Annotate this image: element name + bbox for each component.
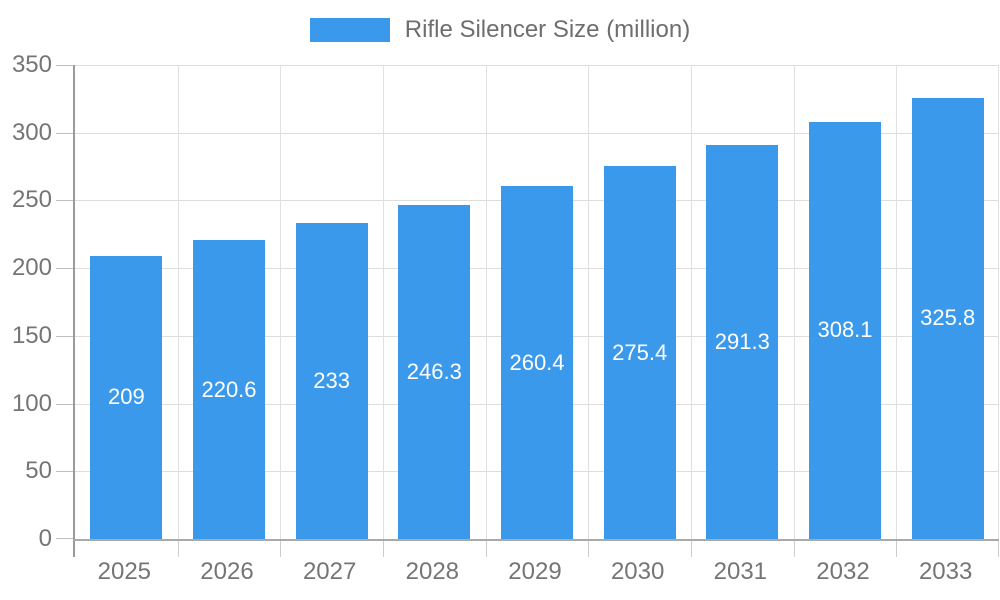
gridline-v — [588, 65, 589, 539]
legend-swatch-icon — [309, 18, 390, 42]
gridline-v — [691, 65, 692, 539]
y-axis-label: 250 — [11, 186, 52, 214]
gridline-h — [75, 132, 999, 134]
x-axis-label: 2025 — [97, 558, 152, 585]
bar-value-label: 220.6 — [201, 376, 257, 402]
y-axis-label: 350 — [11, 51, 52, 78]
y-axis-tick — [56, 132, 73, 134]
bar-2033[interactable]: 325.8 — [911, 97, 984, 539]
x-axis-label: 2032 — [816, 558, 870, 585]
x-axis-tick — [178, 541, 179, 557]
x-axis-tick — [588, 541, 589, 557]
bar-2031[interactable]: 291.3 — [706, 144, 779, 539]
bar-2025[interactable]: 209 — [90, 255, 163, 539]
gridline-h — [75, 65, 999, 66]
bar-2029[interactable]: 260.4 — [501, 186, 573, 539]
bar-value-label: 275.4 — [612, 339, 668, 365]
x-axis-tick — [383, 541, 384, 557]
y-axis-label: 0 — [38, 525, 52, 552]
bar-value-label: 246.3 — [406, 359, 462, 385]
x-axis-label: 2027 — [302, 558, 357, 585]
bar-value-label: 291.3 — [714, 328, 770, 354]
bar-value-label: 260.4 — [509, 349, 565, 375]
x-axis-label: 2030 — [610, 558, 665, 585]
x-axis-tick — [691, 541, 692, 557]
gridline-v — [486, 65, 487, 539]
bar-2027[interactable]: 233 — [295, 223, 368, 539]
x-axis-tick — [486, 541, 487, 557]
legend: Rifle Silencer Size (million) — [0, 16, 1000, 44]
y-axis-tick — [56, 268, 73, 270]
y-axis-label: 300 — [11, 118, 52, 146]
y-axis-tick — [56, 471, 73, 473]
legend-item[interactable]: Rifle Silencer Size (million) — [309, 16, 691, 44]
y-axis-stub — [73, 541, 75, 557]
x-axis-label: 2029 — [508, 558, 562, 585]
x-axis-label: 2031 — [713, 558, 768, 585]
y-axis-label: 50 — [25, 457, 52, 485]
gridline-v — [178, 65, 179, 539]
y-axis-tick — [56, 200, 73, 202]
y-axis-label: 200 — [11, 254, 52, 282]
gridline-v — [896, 65, 897, 539]
x-axis-label: 2033 — [918, 558, 973, 585]
y-axis-tick — [56, 403, 73, 405]
bar-2030[interactable]: 275.4 — [603, 166, 676, 539]
y-axis-label: 150 — [11, 321, 52, 349]
x-axis-tick — [998, 541, 999, 557]
bar-2026[interactable]: 220.6 — [193, 240, 265, 539]
gridline-v — [280, 65, 281, 539]
x-axis-tick — [280, 541, 281, 557]
bar-2032[interactable]: 308.1 — [809, 121, 881, 539]
gridline-v — [383, 65, 384, 539]
x-axis-tick — [896, 541, 897, 557]
y-axis-tick — [56, 335, 73, 337]
plot-area: 209 220.6 233 246.3 260.4 275.4 291.3 308.1 325.… — [56, 65, 999, 557]
gridline-v — [794, 65, 795, 539]
y-axis-tick — [56, 65, 73, 66]
x-axis-tick — [794, 541, 795, 557]
x-axis-label: 2028 — [405, 558, 460, 585]
y-axis-tick — [56, 538, 73, 539]
y-axis-label: 100 — [11, 389, 52, 417]
bar-value-label: 209 — [107, 384, 145, 410]
x-axis-label: 2026 — [200, 558, 254, 585]
bar-value-label: 233 — [313, 368, 351, 394]
bar-value-label: 308.1 — [817, 317, 873, 343]
legend-label: Rifle Silencer Size (million) — [404, 16, 691, 43]
bar-value-label: 325.8 — [920, 305, 976, 331]
bar-2028[interactable]: 246.3 — [398, 205, 471, 539]
gridline-v — [998, 65, 999, 539]
